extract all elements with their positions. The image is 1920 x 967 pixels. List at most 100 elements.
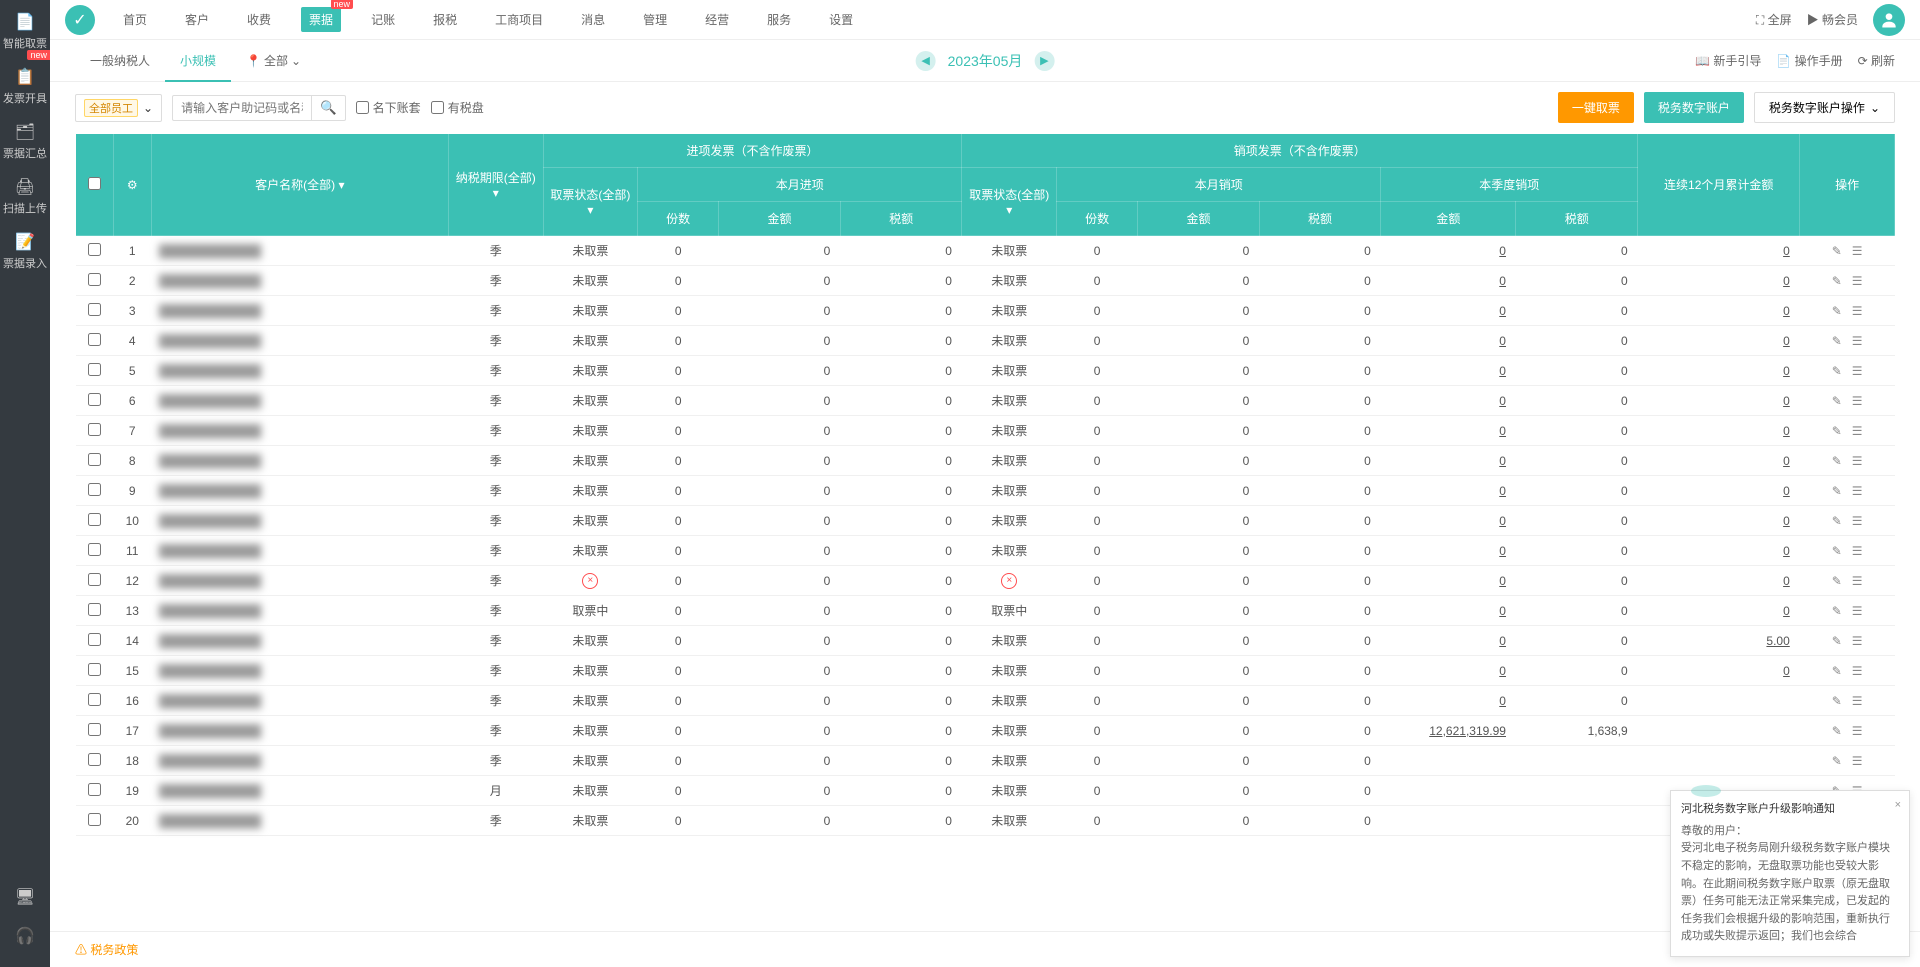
subtab-0[interactable]: 一般纳税人 — [75, 40, 165, 82]
more-icon[interactable]: ☰ — [1852, 634, 1863, 648]
customer-name[interactable]: ████████████ — [151, 536, 448, 566]
annual-cell[interactable]: 0 — [1638, 476, 1800, 506]
customer-name[interactable]: ████████████ — [151, 236, 448, 266]
region-select[interactable]: 📍 全部 ⌄ — [246, 52, 301, 69]
nav-item-8[interactable]: 管理 — [635, 7, 675, 32]
fullscreen-button[interactable]: ⛶ 全屏 — [1756, 11, 1792, 28]
tax-policy-link[interactable]: ⚠ 税务政策 — [75, 941, 138, 958]
search-input[interactable] — [172, 95, 312, 121]
edit-icon[interactable]: ✎ — [1832, 334, 1842, 348]
nav-item-3[interactable]: 票据new — [301, 7, 341, 32]
annual-cell[interactable]: 0 — [1638, 386, 1800, 416]
annual-cell[interactable]: 5.00 — [1638, 626, 1800, 656]
row-checkbox[interactable] — [88, 513, 101, 526]
quarter-amount-cell[interactable]: 0 — [1381, 536, 1516, 566]
customer-name[interactable]: ████████████ — [151, 476, 448, 506]
customer-name[interactable]: ████████████ — [151, 716, 448, 746]
edit-icon[interactable]: ✎ — [1832, 694, 1842, 708]
annual-cell[interactable]: 0 — [1638, 596, 1800, 626]
row-checkbox[interactable] — [88, 663, 101, 676]
col-period[interactable]: 纳税期限(全部) — [456, 171, 536, 185]
annual-cell[interactable]: 0 — [1638, 506, 1800, 536]
customer-name[interactable]: ████████████ — [151, 746, 448, 776]
customer-name[interactable]: ████████████ — [151, 806, 448, 836]
more-icon[interactable]: ☰ — [1852, 244, 1863, 258]
quarter-amount-cell[interactable] — [1381, 776, 1516, 806]
customer-name[interactable]: ████████████ — [151, 296, 448, 326]
row-checkbox[interactable] — [88, 573, 101, 586]
col-out-status[interactable]: 取票状态(全部) — [969, 188, 1049, 202]
customer-name[interactable]: ████████████ — [151, 656, 448, 686]
quarter-amount-cell[interactable] — [1381, 746, 1516, 776]
sidebar-item-1[interactable]: 📋发票开具 — [3, 59, 47, 114]
customer-name[interactable]: ████████████ — [151, 686, 448, 716]
nav-item-0[interactable]: 首页 — [115, 7, 155, 32]
nav-item-9[interactable]: 经营 — [697, 7, 737, 32]
col-customer[interactable]: 客户名称(全部) — [255, 178, 335, 192]
edit-icon[interactable]: ✎ — [1832, 634, 1842, 648]
customer-name[interactable]: ████████████ — [151, 266, 448, 296]
row-checkbox[interactable] — [88, 363, 101, 376]
nav-item-1[interactable]: 客户 — [177, 7, 217, 32]
row-checkbox[interactable] — [88, 453, 101, 466]
edit-icon[interactable]: ✎ — [1832, 454, 1842, 468]
nav-item-7[interactable]: 消息 — [573, 7, 613, 32]
annual-cell[interactable]: 0 — [1638, 296, 1800, 326]
quarter-amount-cell[interactable]: 0 — [1381, 626, 1516, 656]
edit-icon[interactable]: ✎ — [1832, 484, 1842, 498]
annual-cell[interactable]: 0 — [1638, 446, 1800, 476]
annual-cell[interactable]: 0 — [1638, 566, 1800, 596]
annual-cell[interactable] — [1638, 716, 1800, 746]
customer-name[interactable]: ████████████ — [151, 596, 448, 626]
settings-icon[interactable]: ⚙ — [113, 134, 151, 236]
sidebar-item-4[interactable]: 📝票据录入 — [3, 224, 47, 279]
annual-cell[interactable]: 0 — [1638, 656, 1800, 686]
more-icon[interactable]: ☰ — [1852, 514, 1863, 528]
more-icon[interactable]: ☰ — [1852, 424, 1863, 438]
customer-name[interactable]: ████████████ — [151, 356, 448, 386]
close-icon[interactable]: × — [1895, 797, 1901, 815]
nav-item-6[interactable]: 工商项目 — [487, 7, 551, 32]
more-icon[interactable]: ☰ — [1852, 604, 1863, 618]
error-icon[interactable]: × — [1001, 573, 1017, 589]
checkbox-has-disk[interactable]: 有税盘 — [431, 99, 484, 116]
quarter-amount-cell[interactable]: 0 — [1381, 296, 1516, 326]
quarter-amount-cell[interactable]: 0 — [1381, 656, 1516, 686]
more-icon[interactable]: ☰ — [1852, 334, 1863, 348]
edit-icon[interactable]: ✎ — [1832, 424, 1842, 438]
select-all-checkbox[interactable] — [88, 177, 101, 190]
row-checkbox[interactable] — [88, 693, 101, 706]
edit-icon[interactable]: ✎ — [1832, 394, 1842, 408]
checkbox-own-accounts[interactable]: 名下账套 — [356, 99, 421, 116]
row-checkbox[interactable] — [88, 243, 101, 256]
row-checkbox[interactable] — [88, 543, 101, 556]
annual-cell[interactable]: 0 — [1638, 236, 1800, 266]
quarter-amount-cell[interactable]: 0 — [1381, 236, 1516, 266]
annual-cell[interactable]: 0 — [1638, 326, 1800, 356]
row-checkbox[interactable] — [88, 303, 101, 316]
customer-name[interactable]: ████████████ — [151, 626, 448, 656]
avatar[interactable] — [1873, 4, 1905, 36]
nav-item-11[interactable]: 设置 — [821, 7, 861, 32]
more-icon[interactable]: ☰ — [1852, 484, 1863, 498]
annual-cell[interactable]: 0 — [1638, 266, 1800, 296]
sidebar-bottom-1[interactable]: 🖥 — [15, 879, 35, 918]
date-prev-button[interactable]: ◀ — [916, 51, 936, 71]
more-icon[interactable]: ☰ — [1852, 724, 1863, 738]
quarter-amount-cell[interactable]: 0 — [1381, 686, 1516, 716]
more-icon[interactable]: ☰ — [1852, 454, 1863, 468]
row-checkbox[interactable] — [88, 603, 101, 616]
edit-icon[interactable]: ✎ — [1832, 544, 1842, 558]
annual-cell[interactable] — [1638, 686, 1800, 716]
edit-icon[interactable]: ✎ — [1832, 754, 1842, 768]
error-icon[interactable]: × — [582, 573, 598, 589]
quarter-amount-cell[interactable]: 0 — [1381, 446, 1516, 476]
tax-account-button[interactable]: 税务数字账户 — [1644, 92, 1744, 123]
employee-select[interactable]: 全部员工 ⌄ — [75, 94, 162, 122]
edit-icon[interactable]: ✎ — [1832, 724, 1842, 738]
col-in-status[interactable]: 取票状态(全部) — [550, 188, 630, 202]
subtab-1[interactable]: 小规模 — [165, 40, 231, 82]
customer-name[interactable]: ████████████ — [151, 506, 448, 536]
subtab-right-1[interactable]: 📄 操作手册 — [1776, 52, 1842, 69]
edit-icon[interactable]: ✎ — [1832, 604, 1842, 618]
